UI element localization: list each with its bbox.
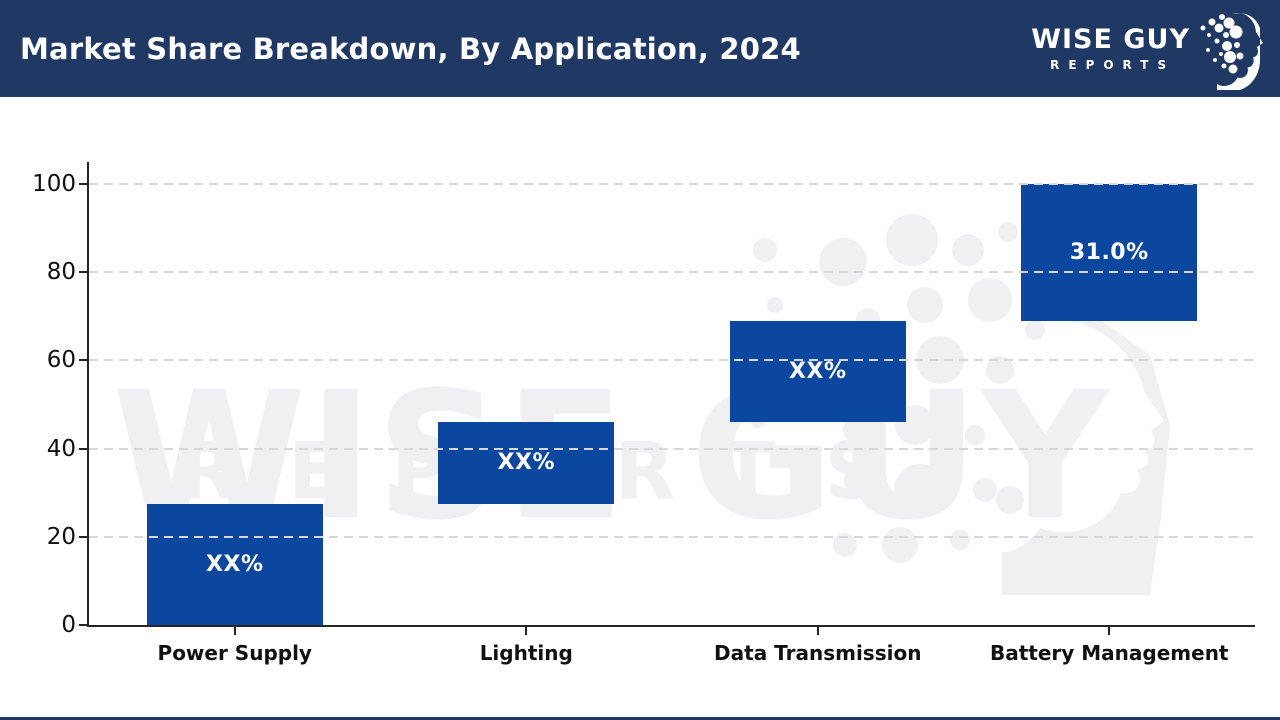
- y-tick-mark: [79, 624, 87, 626]
- footer-bar: [0, 717, 1280, 720]
- y-tick-mark: [79, 359, 87, 362]
- gridline: [89, 359, 1255, 362]
- y-tick-label: 40: [46, 435, 76, 462]
- x-category-label: Lighting: [479, 641, 573, 665]
- bar-value-label: XX%: [497, 450, 555, 476]
- chart-area: WISE GUY REPORTS XX%XX%XX%31.0% 02040608…: [0, 97, 1280, 717]
- y-tick-label: 60: [46, 347, 76, 374]
- y-tick-label: 0: [61, 612, 76, 638]
- gridline: [89, 183, 1255, 186]
- bar-value-label: 31.0%: [1069, 239, 1149, 265]
- chart-title: Market Share Breakdown, By Application, …: [20, 31, 801, 66]
- gridline: [89, 447, 1255, 450]
- y-tick-mark: [79, 271, 87, 274]
- bar-segment: [1021, 184, 1198, 321]
- bar-value-label: XX%: [206, 551, 264, 577]
- y-tick-label: 80: [46, 259, 76, 286]
- y-tick-mark: [79, 447, 87, 450]
- y-tick-mark: [79, 183, 87, 186]
- gridline: [89, 271, 1255, 274]
- x-category-label: Power Supply: [157, 641, 312, 665]
- x-category-label: Data Transmission: [714, 641, 922, 665]
- header-bar: Market Share Breakdown, By Application, …: [0, 0, 1280, 97]
- gridline: [89, 535, 1255, 538]
- bar-segment: [438, 422, 615, 504]
- logo-subtext: REPORTS: [1050, 58, 1176, 72]
- y-tick-label: 20: [46, 523, 76, 550]
- wiseguy-logo: WISE GUY REPORTS: [1031, 8, 1266, 90]
- plot-area: XX% XX% XX% 31.0%: [87, 162, 1255, 627]
- x-tick-mark: [525, 627, 528, 635]
- bar-value-label: XX%: [789, 358, 847, 384]
- logo-text: WISE GUY REPORTS: [1031, 26, 1190, 71]
- logo-wordmark: WISE GUY: [1031, 24, 1190, 55]
- x-category-label: Battery Management: [989, 641, 1229, 665]
- logo-head-icon: [1200, 12, 1263, 90]
- bar-segment: [729, 320, 906, 423]
- x-tick-mark: [1108, 627, 1111, 635]
- x-tick-mark: [233, 627, 236, 635]
- bar-segment: [146, 503, 323, 625]
- y-tick-label: 100: [32, 171, 76, 198]
- y-tick-mark: [79, 535, 87, 538]
- x-tick-mark: [816, 627, 819, 635]
